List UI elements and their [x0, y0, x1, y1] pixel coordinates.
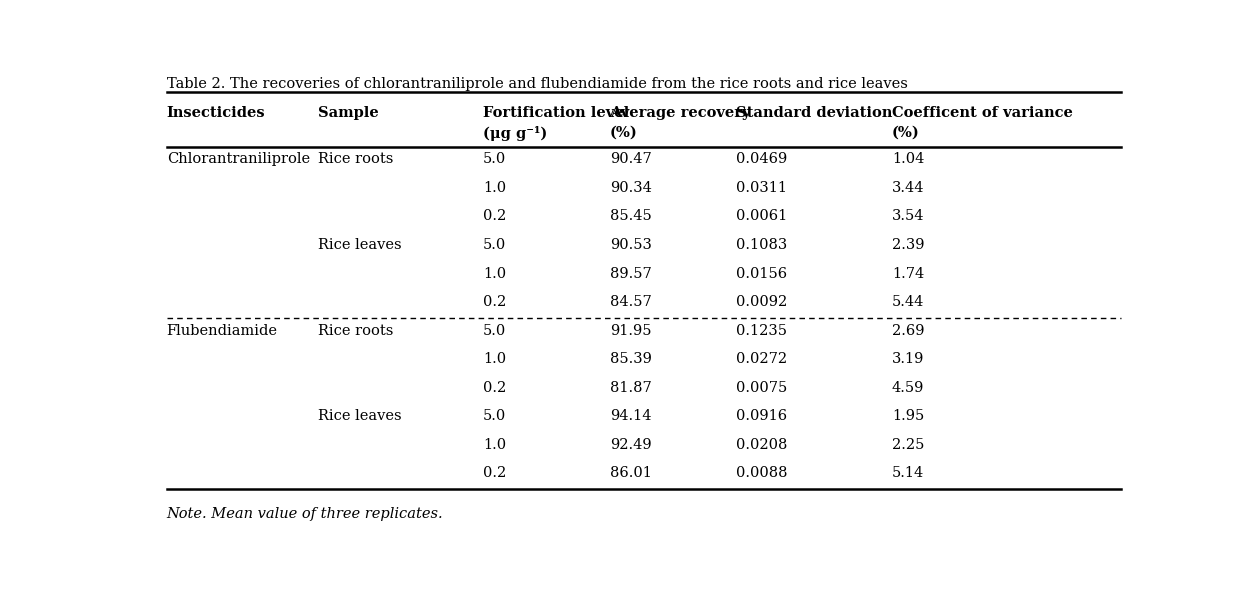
Text: 5.14: 5.14 — [892, 466, 924, 480]
Text: 89.57: 89.57 — [609, 267, 652, 280]
Text: 3.54: 3.54 — [892, 209, 924, 224]
Text: Rice leaves: Rice leaves — [318, 409, 401, 423]
Text: Chlorantraniliprole: Chlorantraniliprole — [167, 152, 310, 166]
Text: 0.0469: 0.0469 — [736, 152, 788, 166]
Text: 1.0: 1.0 — [484, 181, 506, 195]
Text: 5.0: 5.0 — [484, 152, 506, 166]
Text: 3.44: 3.44 — [892, 181, 924, 195]
Text: 85.39: 85.39 — [609, 352, 652, 366]
Text: 92.49: 92.49 — [609, 438, 652, 452]
Text: 85.45: 85.45 — [609, 209, 652, 224]
Text: 1.04: 1.04 — [892, 152, 924, 166]
Text: Table 2. The recoveries of chlorantraniliprole and flubendiamide from the rice r: Table 2. The recoveries of chlorantranil… — [167, 77, 908, 91]
Text: Note. Mean value of three replicates.: Note. Mean value of three replicates. — [167, 507, 443, 521]
Text: 86.01: 86.01 — [609, 466, 652, 480]
Text: 0.1083: 0.1083 — [736, 238, 788, 252]
Text: 2.69: 2.69 — [892, 324, 924, 338]
Text: 0.2: 0.2 — [484, 295, 506, 309]
Text: 94.14: 94.14 — [609, 409, 651, 423]
Text: 1.95: 1.95 — [892, 409, 924, 423]
Text: Rice roots: Rice roots — [318, 152, 393, 166]
Text: Fortification level: Fortification level — [484, 106, 629, 120]
Text: Coefficent of variance: Coefficent of variance — [892, 106, 1073, 120]
Text: 5.0: 5.0 — [484, 324, 506, 338]
Text: 0.0311: 0.0311 — [736, 181, 788, 195]
Text: Flubendiamide: Flubendiamide — [167, 324, 278, 338]
Text: Insecticides: Insecticides — [167, 106, 265, 120]
Text: Average recovery: Average recovery — [609, 106, 750, 120]
Text: 0.0208: 0.0208 — [736, 438, 788, 452]
Text: (%): (%) — [609, 126, 637, 140]
Text: (%): (%) — [892, 126, 919, 140]
Text: Rice leaves: Rice leaves — [318, 238, 401, 252]
Text: 5.44: 5.44 — [892, 295, 924, 309]
Text: 90.53: 90.53 — [609, 238, 652, 252]
Text: 84.57: 84.57 — [609, 295, 652, 309]
Text: 1.74: 1.74 — [892, 267, 924, 280]
Text: Standard deviation: Standard deviation — [736, 106, 893, 120]
Text: 0.2: 0.2 — [484, 466, 506, 480]
Text: 0.0272: 0.0272 — [736, 352, 788, 366]
Text: 90.47: 90.47 — [609, 152, 652, 166]
Text: 0.0156: 0.0156 — [736, 267, 788, 280]
Text: 0.0061: 0.0061 — [736, 209, 788, 224]
Text: 0.1235: 0.1235 — [736, 324, 788, 338]
Text: 81.87: 81.87 — [609, 381, 652, 395]
Text: 90.34: 90.34 — [609, 181, 652, 195]
Text: 0.0075: 0.0075 — [736, 381, 788, 395]
Text: Sample: Sample — [318, 106, 378, 120]
Text: (μg g⁻¹): (μg g⁻¹) — [484, 126, 548, 141]
Text: 0.0092: 0.0092 — [736, 295, 788, 309]
Text: 1.0: 1.0 — [484, 352, 506, 366]
Text: 1.0: 1.0 — [484, 267, 506, 280]
Text: 0.2: 0.2 — [484, 209, 506, 224]
Text: 5.0: 5.0 — [484, 238, 506, 252]
Text: Rice roots: Rice roots — [318, 324, 393, 338]
Text: 1.0: 1.0 — [484, 438, 506, 452]
Text: 2.25: 2.25 — [892, 438, 924, 452]
Text: 91.95: 91.95 — [609, 324, 651, 338]
Text: 0.0088: 0.0088 — [736, 466, 788, 480]
Text: 0.0916: 0.0916 — [736, 409, 788, 423]
Text: 0.2: 0.2 — [484, 381, 506, 395]
Text: 5.0: 5.0 — [484, 409, 506, 423]
Text: 3.19: 3.19 — [892, 352, 924, 366]
Text: 2.39: 2.39 — [892, 238, 924, 252]
Text: 4.59: 4.59 — [892, 381, 924, 395]
